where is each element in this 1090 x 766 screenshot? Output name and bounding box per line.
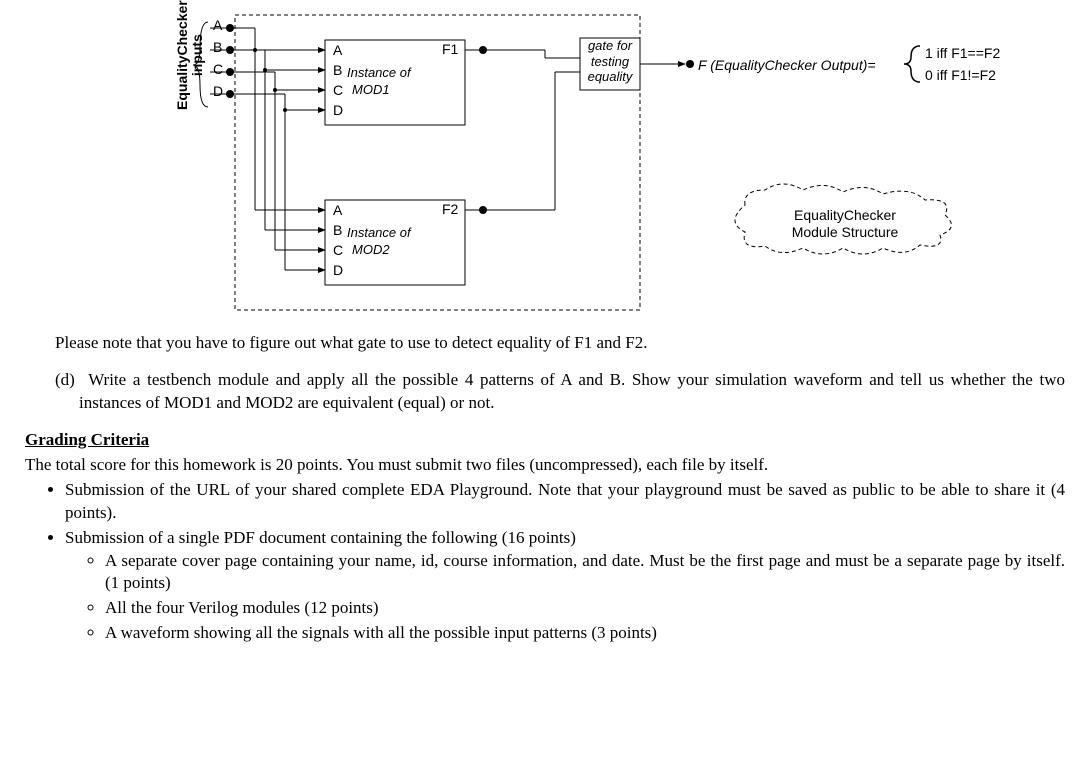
item-d: (d) Write a testbench module and apply a…: [55, 369, 1065, 415]
sub-bullet-2: All the four Verilog modules (12 points): [105, 597, 1065, 620]
pin-b-label: B: [213, 38, 222, 57]
brace-case-1: 1 iff F1==F2: [925, 44, 1000, 63]
mod2-pin-d: D: [333, 261, 343, 280]
grading-heading: Grading Criteria: [25, 429, 1065, 452]
equality-checker-diagram: EqualityCheckerinputs A B C D A B C D In…: [25, 10, 1065, 320]
note-text: Please note that you have to figure out …: [55, 332, 1065, 355]
bullet-2: Submission of a single PDF document cont…: [65, 527, 1065, 646]
mod1-pin-d: D: [333, 101, 343, 120]
cloud-text: EqualityCheckerModule Structure: [780, 207, 910, 241]
mod1-instance-text: Instance of: [347, 64, 411, 82]
sub-bullet-1: A separate cover page containing your na…: [105, 550, 1065, 596]
mod2-instance-text: Instance of: [347, 224, 411, 242]
mod2-pin-b: B: [333, 221, 342, 240]
pin-a-label: A: [213, 16, 222, 35]
mod1-pin-c: C: [333, 81, 343, 100]
mod2-pin-a: A: [333, 201, 342, 220]
gate-box-text: gate fortestingequality: [583, 38, 637, 85]
sub-bullet-list: A separate cover page containing your na…: [105, 550, 1065, 646]
mod2-name: MOD2: [352, 241, 390, 259]
pin-d-label: D: [213, 82, 223, 101]
mod1-pin-b: B: [333, 61, 342, 80]
item-d-label: (d): [55, 370, 75, 389]
inputs-side-label: EqualityCheckerinputs: [175, 0, 206, 110]
mod1-pin-a: A: [333, 41, 342, 60]
mod1-out-label: F1: [442, 40, 458, 59]
brace-case-2: 0 iff F1!=F2: [925, 66, 996, 85]
grading-intro: The total score for this homework is 20 …: [25, 454, 1065, 477]
bullet-2-text: Submission of a single PDF document cont…: [65, 528, 576, 547]
sub-bullet-3: A waveform showing all the signals with …: [105, 622, 1065, 645]
bullet-list: Submission of the URL of your shared com…: [65, 479, 1065, 646]
pin-c-label: C: [213, 60, 223, 79]
item-d-body: Write a testbench module and apply all t…: [79, 370, 1065, 412]
mod2-pin-c: C: [333, 241, 343, 260]
output-expression: F (EqualityChecker Output)=: [698, 56, 876, 75]
mod2-out-label: F2: [442, 200, 458, 219]
bullet-1: Submission of the URL of your shared com…: [65, 479, 1065, 525]
mod1-name: MOD1: [352, 81, 390, 99]
